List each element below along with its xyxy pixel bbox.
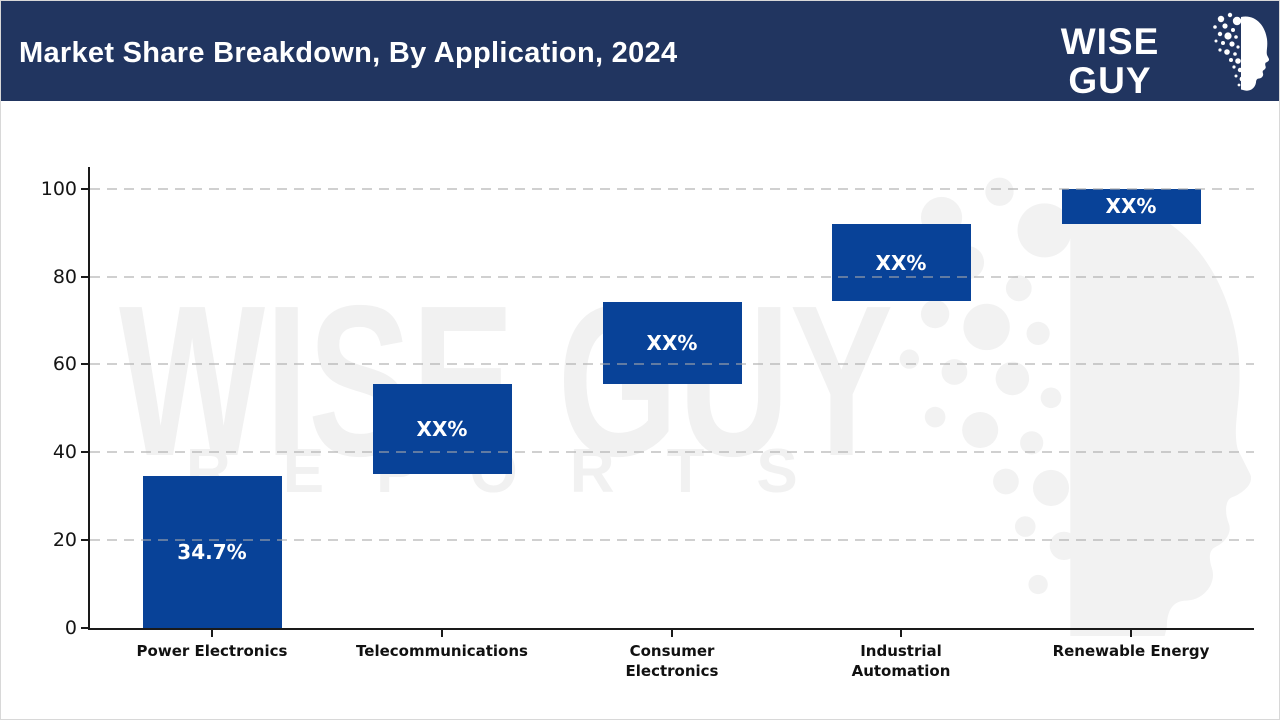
logo-head-icon: [1213, 12, 1269, 91]
bar-value-label: XX%: [875, 250, 927, 275]
bar-power-electronics: 34.7%: [142, 475, 282, 628]
x-tick-3: [671, 630, 673, 637]
logo-subtitle: REPORTS: [1046, 102, 1180, 118]
bar-industrial-automation: XX%: [831, 224, 971, 301]
chart-plot-area: 0 20 40 60 80 100 34.7% XX% XX% XX% XX% Power Elect…: [1, 101, 1279, 719]
gridline-80: [90, 275, 1254, 278]
x-tick-4: [900, 630, 902, 637]
header-bar: Market Share Breakdown, By Application, …: [1, 1, 1279, 118]
y-tick-label: 20: [52, 529, 77, 552]
gridline-40: [90, 451, 1254, 454]
x-tick-2: [441, 630, 443, 637]
x-axis-line: [88, 628, 1254, 630]
gridline-20: [90, 539, 1254, 542]
x-category-label: Consumer Electronics: [625, 642, 719, 681]
y-tick-label: 80: [52, 265, 77, 288]
bar-consumer-electronics: XX%: [602, 301, 742, 384]
y-tick-40: [81, 451, 88, 454]
y-tick-label: 100: [40, 177, 77, 200]
x-category-label: Telecommunications: [356, 642, 528, 660]
gridline-60: [90, 363, 1254, 366]
logo-wordmark: WISE GUY: [1060, 21, 1160, 101]
y-tick-label: 0: [64, 617, 77, 639]
bar-telecommunications: XX%: [372, 384, 512, 475]
bar-value-label: 34.7%: [177, 539, 247, 564]
y-tick-80: [81, 275, 88, 278]
y-tick-100: [81, 187, 88, 190]
y-tick-label: 40: [52, 441, 77, 464]
bar-value-label: XX%: [646, 330, 698, 355]
y-tick-60: [81, 363, 88, 366]
bar-value-label: XX%: [1105, 194, 1157, 219]
x-tick-1: [211, 630, 213, 637]
gridline-100: [90, 187, 1254, 190]
y-axis-line: [88, 166, 90, 630]
bar-value-label: XX%: [416, 417, 468, 442]
chart-title: Market Share Breakdown, By Application, …: [19, 37, 678, 69]
bar-renewable-energy: XX%: [1061, 188, 1201, 224]
x-tick-5: [1130, 630, 1132, 637]
logo-text: WISE GUY REPORTS: [1019, 21, 1201, 118]
x-category-label: Industrial Automation: [851, 642, 951, 681]
x-category-label: Power Electronics: [136, 642, 288, 660]
watermark-subtitle: REPORTS: [186, 437, 850, 506]
y-tick-20: [81, 539, 88, 542]
y-tick-label: 60: [52, 353, 77, 376]
wiseguy-logo: WISE GUY REPORTS: [1019, 7, 1269, 118]
y-tick-0: [81, 627, 88, 629]
x-category-label: Renewable Energy: [1052, 642, 1210, 660]
